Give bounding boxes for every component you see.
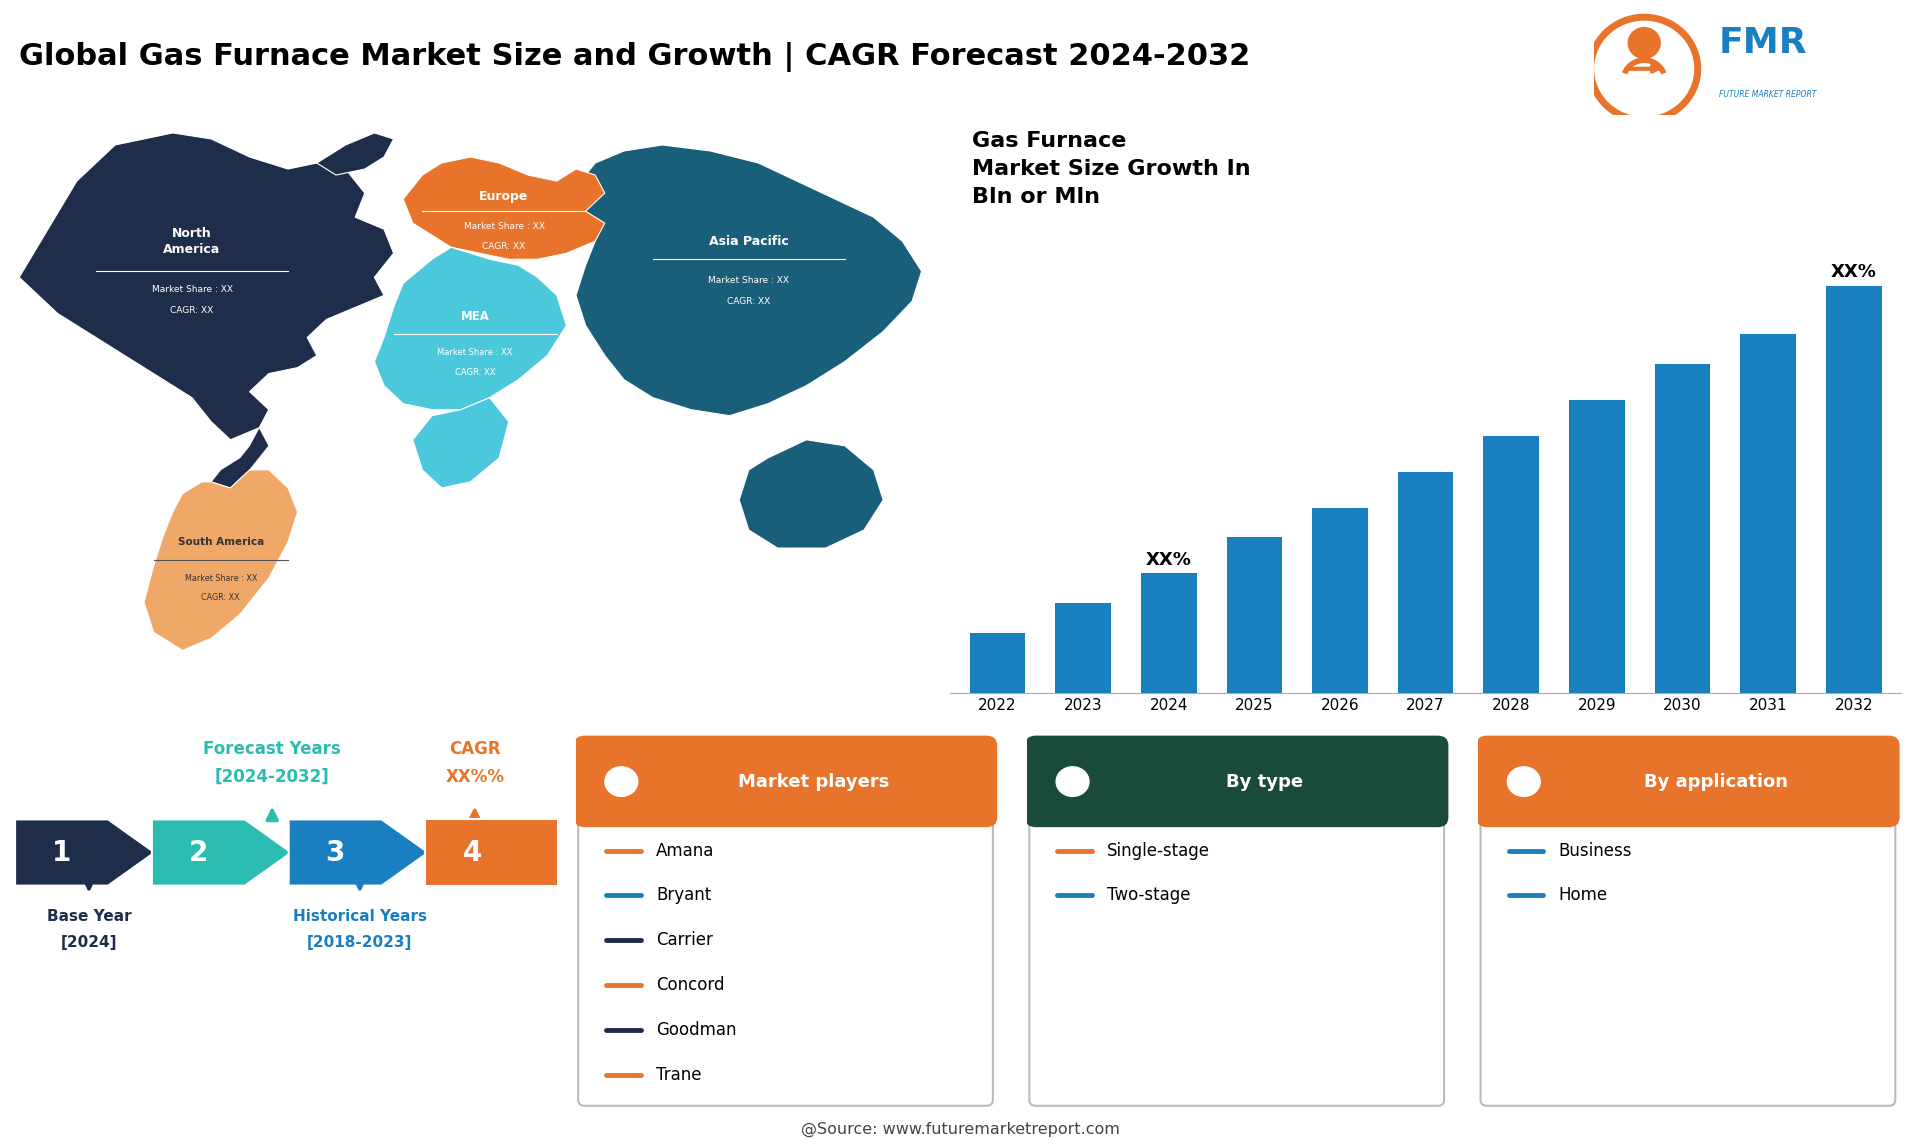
Text: 1: 1 xyxy=(52,839,71,866)
Polygon shape xyxy=(288,819,428,886)
Text: Market players: Market players xyxy=(737,772,889,791)
Bar xyxy=(1140,573,1196,693)
Text: South America: South America xyxy=(179,537,263,547)
Polygon shape xyxy=(144,470,298,650)
Text: Market Share : XX: Market Share : XX xyxy=(708,276,789,285)
Bar xyxy=(1826,285,1882,693)
Bar xyxy=(1484,435,1540,693)
Bar xyxy=(1655,363,1711,693)
Text: CAGR: XX: CAGR: XX xyxy=(482,242,526,251)
Text: Base Year: Base Year xyxy=(46,909,131,925)
Polygon shape xyxy=(426,819,564,886)
Bar xyxy=(1740,333,1795,693)
Text: Business: Business xyxy=(1559,841,1632,860)
Polygon shape xyxy=(413,398,509,488)
Text: MEA: MEA xyxy=(461,309,490,323)
Bar xyxy=(1398,471,1453,693)
Text: Global Gas Furnace Market Size and Growth | CAGR Forecast 2024-2032: Global Gas Furnace Market Size and Growt… xyxy=(19,42,1250,72)
Text: Trane: Trane xyxy=(657,1066,701,1084)
Polygon shape xyxy=(19,133,394,440)
Text: By type: By type xyxy=(1227,772,1304,791)
Polygon shape xyxy=(739,440,883,548)
Text: [2024]: [2024] xyxy=(61,935,117,950)
Text: Market Share : XX: Market Share : XX xyxy=(184,574,257,582)
Text: Single-stage: Single-stage xyxy=(1108,841,1210,860)
Polygon shape xyxy=(152,819,292,886)
FancyBboxPatch shape xyxy=(574,736,996,827)
Text: CAGR: XX: CAGR: XX xyxy=(728,297,770,306)
Text: [2018-2023]: [2018-2023] xyxy=(307,935,413,950)
Text: By application: By application xyxy=(1644,772,1788,791)
Text: Amana: Amana xyxy=(657,841,714,860)
Polygon shape xyxy=(15,819,156,886)
Polygon shape xyxy=(403,157,605,259)
Text: 4: 4 xyxy=(463,839,482,866)
Text: Bryant: Bryant xyxy=(657,886,710,904)
Bar xyxy=(1569,400,1624,693)
Text: Asia Pacific: Asia Pacific xyxy=(708,235,789,248)
Bar xyxy=(1056,604,1112,693)
Text: 2: 2 xyxy=(188,839,207,866)
Text: XX%: XX% xyxy=(1146,551,1192,568)
FancyBboxPatch shape xyxy=(1476,736,1899,827)
Text: Gas Furnace
Market Size Growth In
Bln or Mln: Gas Furnace Market Size Growth In Bln or… xyxy=(972,131,1250,207)
Text: Europe: Europe xyxy=(480,189,528,203)
Polygon shape xyxy=(374,248,566,409)
Text: FUTURE MARKET REPORT: FUTURE MARKET REPORT xyxy=(1718,91,1816,99)
Text: CAGR: CAGR xyxy=(449,740,501,759)
Text: FMR: FMR xyxy=(1718,26,1807,60)
Bar xyxy=(970,634,1025,693)
Text: CAGR: XX: CAGR: XX xyxy=(455,368,495,377)
Text: Market Share : XX: Market Share : XX xyxy=(438,348,513,358)
Text: CAGR: XX: CAGR: XX xyxy=(202,592,240,602)
Text: Concord: Concord xyxy=(657,976,724,994)
Bar xyxy=(1227,537,1283,693)
Text: CAGR: XX: CAGR: XX xyxy=(171,306,213,315)
Text: Goodman: Goodman xyxy=(657,1021,737,1038)
Text: XX%: XX% xyxy=(1832,262,1876,281)
FancyBboxPatch shape xyxy=(1025,736,1448,827)
Polygon shape xyxy=(576,144,922,416)
Text: Market Share : XX: Market Share : XX xyxy=(463,221,545,230)
Circle shape xyxy=(1056,767,1089,796)
Polygon shape xyxy=(211,427,269,488)
Text: @Source: www.futuremarketreport.com: @Source: www.futuremarketreport.com xyxy=(801,1122,1119,1137)
Text: Carrier: Carrier xyxy=(657,932,712,949)
Text: [2024-2032]: [2024-2032] xyxy=(215,768,330,785)
Text: Forecast Years: Forecast Years xyxy=(204,740,342,759)
Circle shape xyxy=(1507,767,1540,796)
Text: Market Share : XX: Market Share : XX xyxy=(152,285,232,293)
Text: Two-stage: Two-stage xyxy=(1108,886,1190,904)
Bar xyxy=(1311,508,1367,693)
Polygon shape xyxy=(317,133,394,175)
Circle shape xyxy=(605,767,637,796)
Text: Home: Home xyxy=(1559,886,1607,904)
Text: North
America: North America xyxy=(163,227,221,256)
Text: 3: 3 xyxy=(326,839,346,866)
Text: Historical Years: Historical Years xyxy=(294,909,426,925)
Text: XX%%: XX%% xyxy=(445,768,505,785)
Circle shape xyxy=(1628,26,1661,60)
